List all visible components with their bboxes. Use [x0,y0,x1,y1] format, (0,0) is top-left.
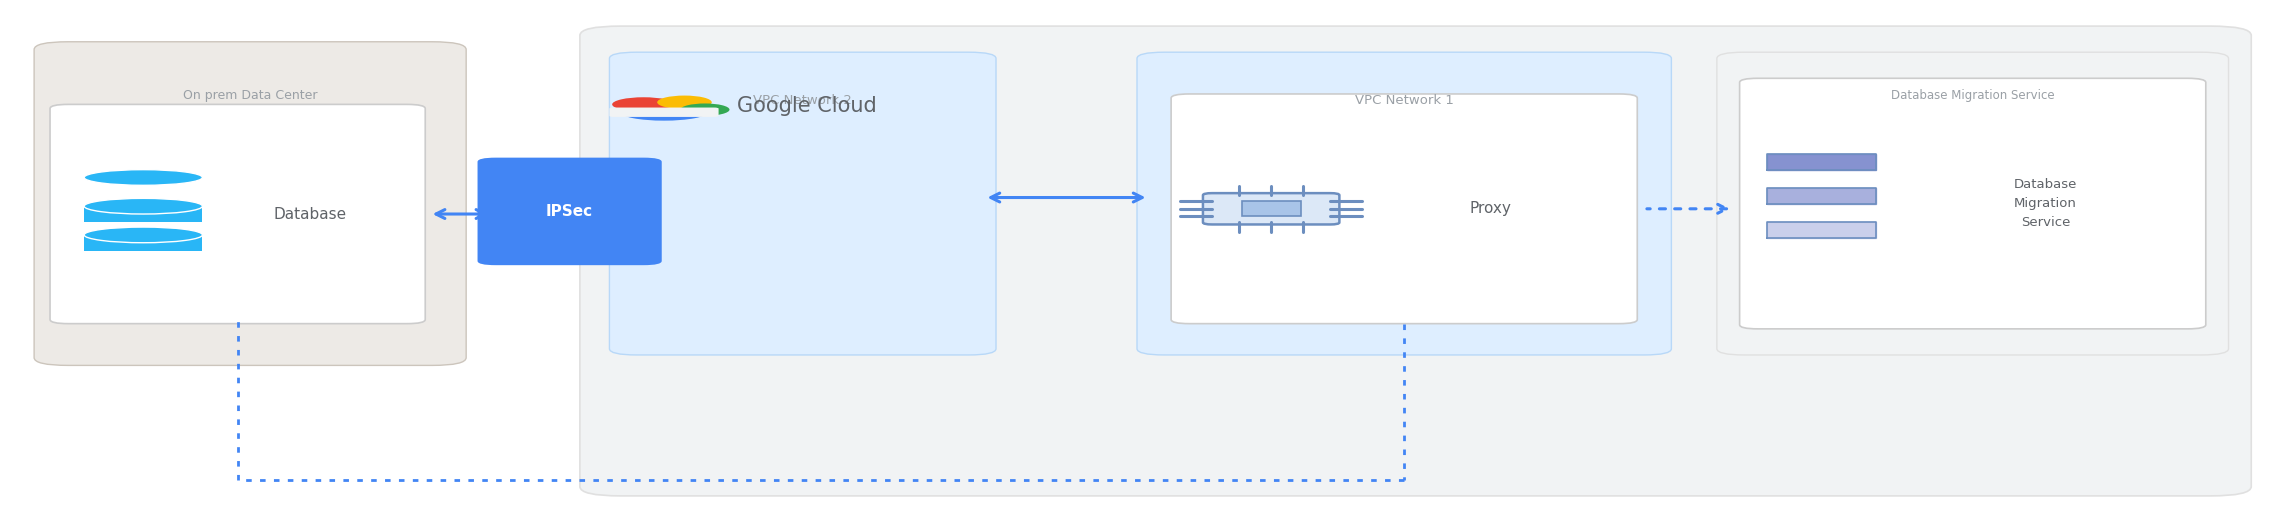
FancyBboxPatch shape [1242,201,1301,216]
Text: Database Migration Service: Database Migration Service [1892,89,2053,102]
Ellipse shape [680,103,730,116]
FancyBboxPatch shape [609,108,719,117]
FancyBboxPatch shape [1171,94,1637,324]
Text: VPC Network 1: VPC Network 1 [1355,94,1453,107]
Text: Database: Database [273,207,348,221]
Polygon shape [1767,222,1876,238]
Text: Database
Migration
Service: Database Migration Service [2015,178,2076,229]
Text: IPSec: IPSec [546,204,594,219]
Text: Proxy: Proxy [1469,201,1512,216]
FancyBboxPatch shape [50,104,425,324]
Text: On prem Data Center: On prem Data Center [182,89,318,102]
FancyBboxPatch shape [34,42,466,365]
FancyBboxPatch shape [1740,78,2206,329]
FancyBboxPatch shape [478,158,662,265]
Bar [84,206,202,222]
Ellipse shape [621,104,707,121]
FancyBboxPatch shape [1203,193,1339,224]
Ellipse shape [657,96,712,109]
FancyBboxPatch shape [1137,52,1671,355]
Ellipse shape [612,97,675,112]
Polygon shape [1767,188,1876,204]
Ellipse shape [84,227,202,243]
Ellipse shape [84,170,202,185]
FancyBboxPatch shape [580,26,2251,496]
Text: VPC Network 2: VPC Network 2 [753,94,853,107]
FancyBboxPatch shape [609,52,996,355]
Text: Google Cloud: Google Cloud [737,97,875,116]
Ellipse shape [84,198,202,214]
FancyBboxPatch shape [1717,52,2229,355]
Bar [84,235,202,251]
Polygon shape [1767,154,1876,170]
